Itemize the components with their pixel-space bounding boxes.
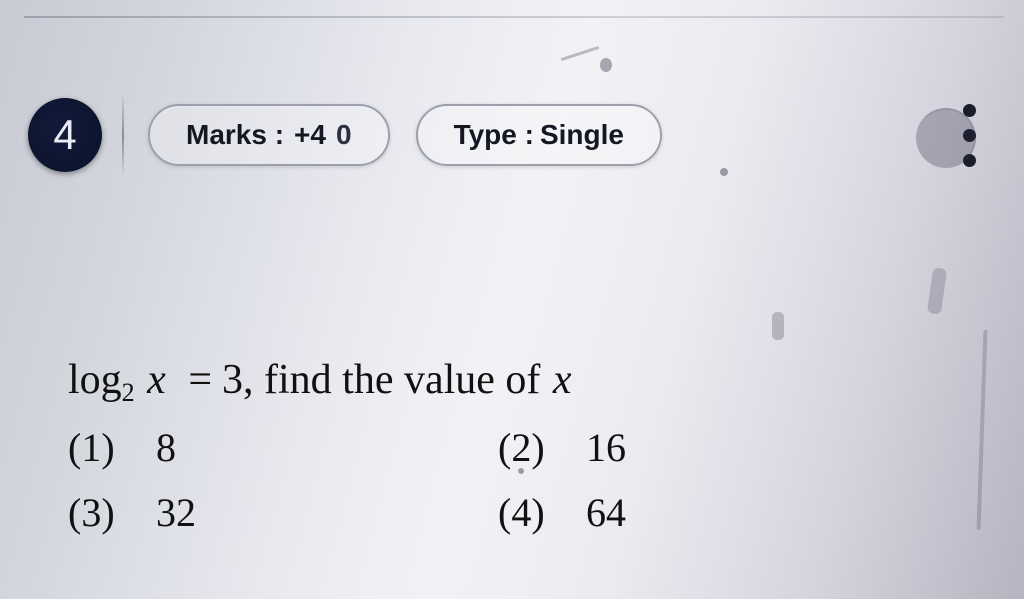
type-label: Type :	[454, 119, 534, 151]
log-argument: x	[147, 357, 166, 403]
option-3[interactable]: (3) 32	[68, 489, 458, 536]
options-grid: (1) 8 (2) 16 (3) 32 (4) 64	[68, 424, 888, 536]
artifact	[916, 108, 976, 168]
question-number-badge: 4	[28, 98, 102, 172]
type-value: Single	[540, 119, 624, 151]
top-divider	[24, 16, 1004, 18]
artifact	[720, 168, 728, 176]
question-header: 4 Marks : +4 0 Type : Single	[28, 92, 984, 178]
rhs-value: 3	[222, 357, 243, 403]
artifact	[518, 468, 524, 474]
question-text: log2 x =3, find the value of x	[68, 356, 574, 408]
marks-negative: 0	[336, 119, 352, 151]
tail-variable: x	[553, 357, 572, 403]
question-number: 4	[53, 111, 76, 159]
vertical-divider	[122, 92, 124, 178]
option-value: 8	[156, 424, 176, 471]
option-value: 16	[586, 424, 626, 471]
option-number: (1)	[68, 424, 138, 471]
marks-pill: Marks : +4 0	[148, 104, 390, 166]
type-pill: Type : Single	[416, 104, 662, 166]
equals-sign: =	[188, 357, 212, 403]
log-base: 2	[122, 378, 135, 407]
artifact	[772, 312, 784, 340]
option-value: 32	[156, 489, 196, 536]
marks-positive: +4	[294, 119, 326, 151]
marks-label: Marks :	[186, 119, 284, 151]
option-value: 64	[586, 489, 626, 536]
option-number: (4)	[498, 489, 568, 536]
option-number: (3)	[68, 489, 138, 536]
option-1[interactable]: (1) 8	[68, 424, 458, 471]
artifact	[927, 267, 947, 315]
artifact	[600, 58, 612, 72]
question-tail: , find the value of	[243, 357, 540, 403]
artifact	[561, 46, 600, 61]
artifact	[977, 330, 988, 530]
option-number: (2)	[498, 424, 568, 471]
log-function: log	[68, 357, 122, 403]
option-4[interactable]: (4) 64	[498, 489, 888, 536]
option-2[interactable]: (2) 16	[498, 424, 888, 471]
